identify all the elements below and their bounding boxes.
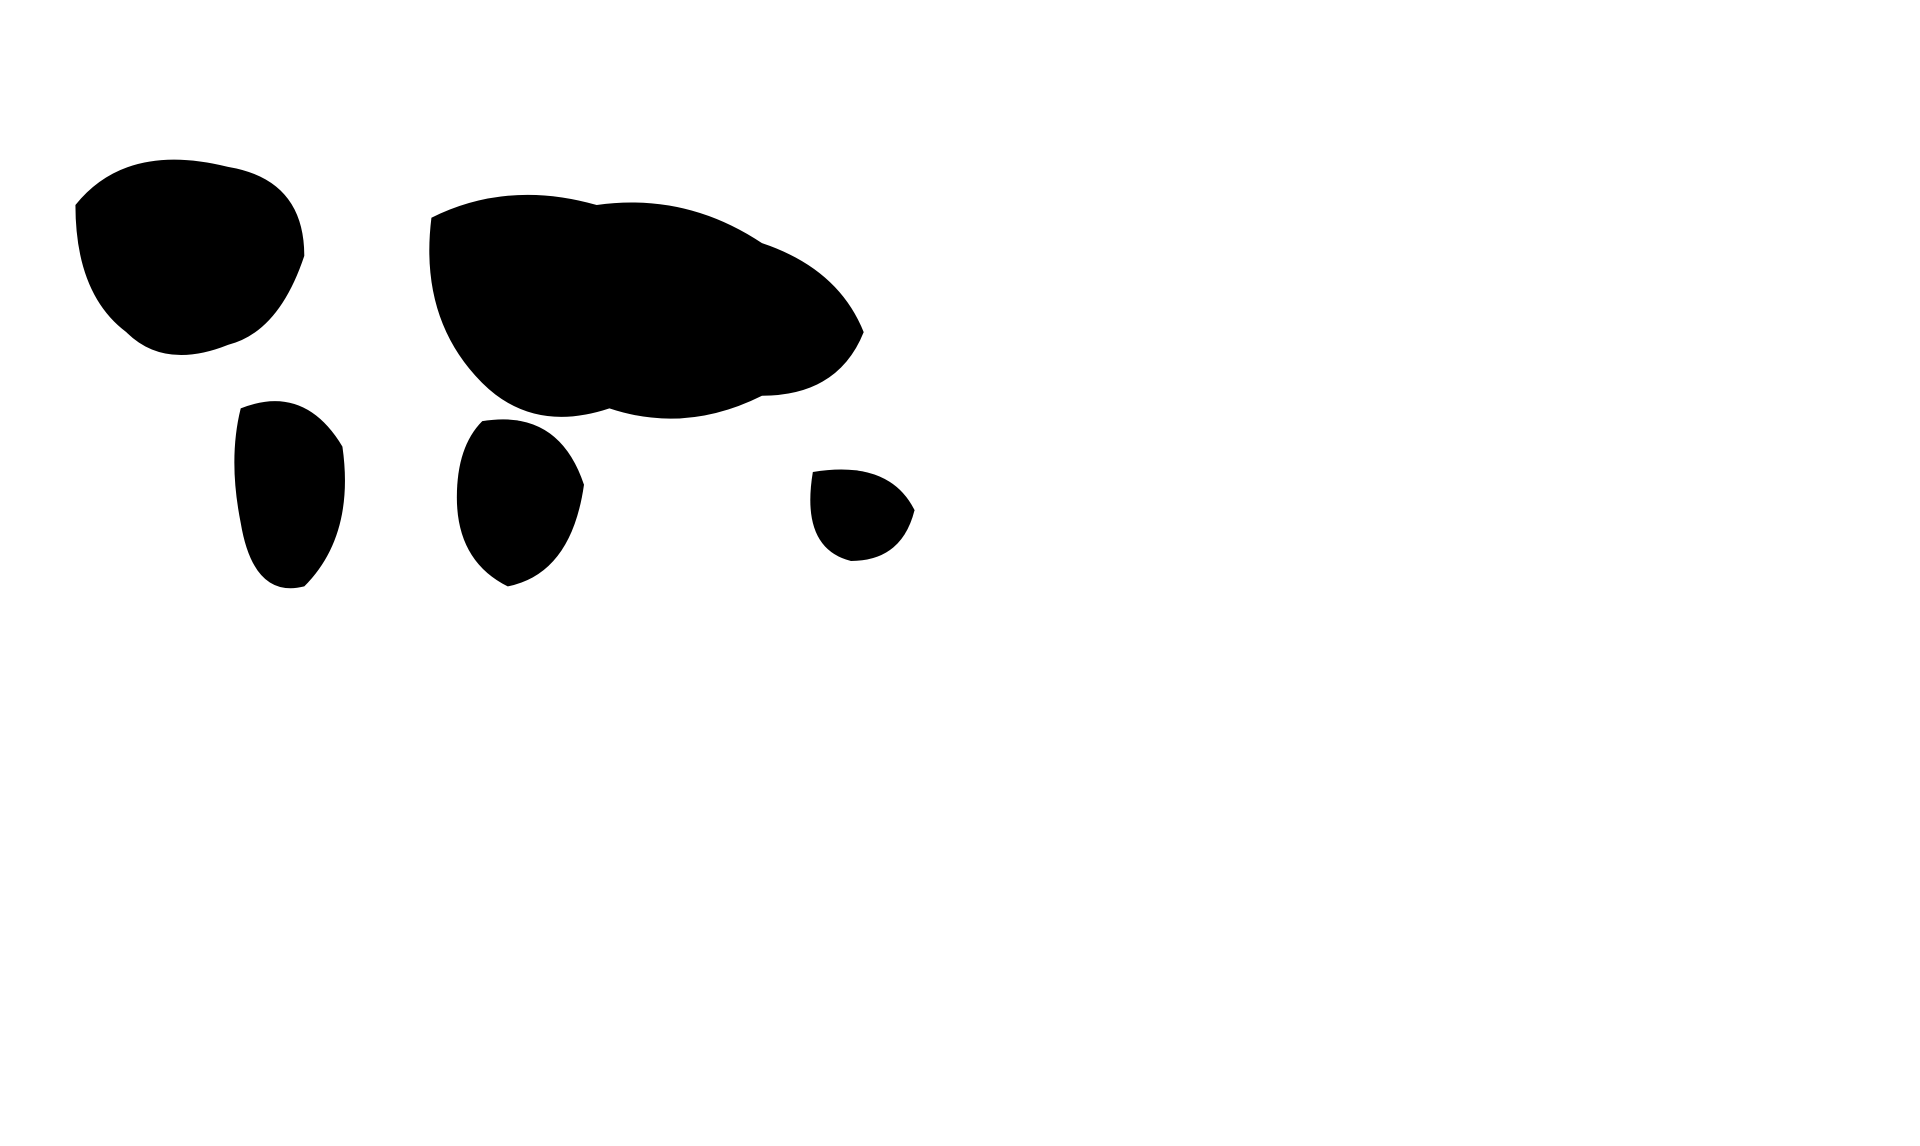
regional-panel (1270, 566, 1870, 886)
regional-donut-icon (1270, 582, 1530, 842)
key-players-panel (820, 566, 1240, 886)
growth-bars-icon (980, 116, 1680, 536)
logo-icon (1786, 30, 1858, 86)
key-players-chart-icon (820, 582, 1200, 842)
players-list-panel (620, 566, 790, 886)
world-map-panel (50, 116, 940, 536)
segmentation-chart-icon (50, 582, 410, 842)
growth-chart (980, 116, 1870, 536)
brand-logo (1786, 30, 1870, 86)
segmentation-panel (50, 566, 590, 886)
world-map-icon (50, 116, 940, 625)
